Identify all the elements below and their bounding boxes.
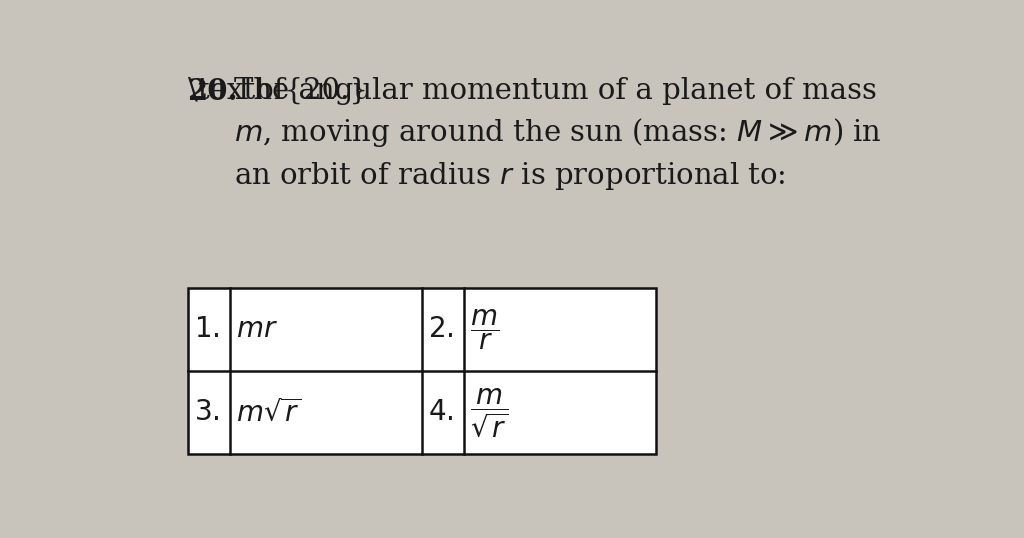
Text: $mr$: $mr$ [236,316,278,343]
Text: 20.: 20. [187,77,239,106]
Text: $3.$: $3.$ [194,399,219,426]
Text: $\dfrac{m}{r}$: $\dfrac{m}{r}$ [470,307,499,352]
Text: $2.$: $2.$ [428,316,454,343]
Text: $4.$: $4.$ [428,399,454,426]
Text: \textbf{20.}: \textbf{20.} [187,77,368,105]
Bar [187,288,655,454]
Bar [187,288,655,454]
Text: $\dfrac{m}{\sqrt{r}}$: $\dfrac{m}{\sqrt{r}}$ [470,386,508,439]
Text: $m\sqrt{r}$: $m\sqrt{r}$ [236,399,301,427]
Text: The angular momentum of a planet of mass
$m$, moving around the sun (mass: $M \g: The angular momentum of a planet of mass… [233,77,882,192]
Text: $1.$: $1.$ [194,316,219,343]
